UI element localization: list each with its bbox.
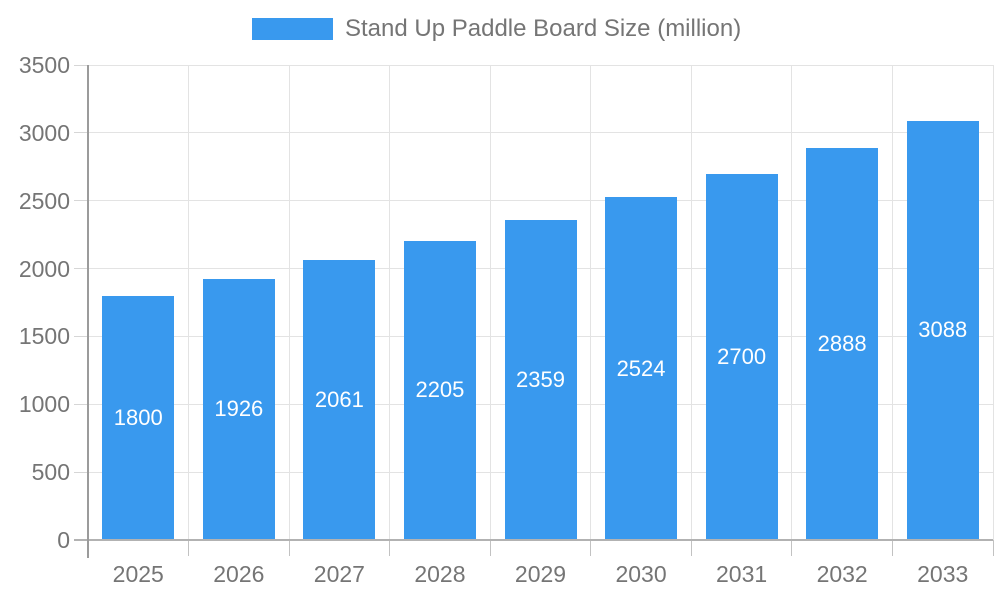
x-tick xyxy=(791,540,793,556)
bar-value-label: 2524 xyxy=(616,355,666,381)
y-axis-label: 1000 xyxy=(18,391,70,418)
x-tick xyxy=(590,540,592,556)
bar-2031 xyxy=(705,173,778,539)
bar-2027 xyxy=(303,260,376,539)
legend-swatch xyxy=(252,18,333,40)
x-gridline xyxy=(489,65,491,540)
y-axis-line xyxy=(87,65,89,558)
y-tick xyxy=(74,471,88,473)
y-tick xyxy=(74,64,88,66)
y-tick xyxy=(74,335,88,337)
y-tick xyxy=(74,268,88,270)
bar-value-label: 1926 xyxy=(214,396,264,422)
y-axis-label: 0 xyxy=(57,527,70,553)
x-gridline xyxy=(891,65,893,540)
x-axis-label: 2029 xyxy=(514,561,567,587)
y-gridline xyxy=(88,200,993,202)
bar-2030 xyxy=(605,197,678,539)
bar-2028 xyxy=(403,240,476,539)
y-tick xyxy=(74,200,88,202)
x-axis-label: 2025 xyxy=(112,561,164,587)
x-tick xyxy=(389,540,391,556)
bar-value-label: 2061 xyxy=(314,387,364,413)
bar-value-label: 2888 xyxy=(817,331,867,357)
bar-2029 xyxy=(504,219,577,539)
x-gridline xyxy=(690,65,692,540)
x-axis-label: 2026 xyxy=(213,561,265,587)
bar-2033 xyxy=(906,120,979,539)
x-tick xyxy=(690,540,692,556)
x-axis-label: 2028 xyxy=(414,561,466,587)
y-axis-label: 2000 xyxy=(18,255,70,282)
x-tick xyxy=(288,540,290,556)
x-gridline xyxy=(791,65,793,540)
bar-2025 xyxy=(102,295,175,539)
x-axis-label: 2033 xyxy=(917,561,969,587)
x-gridline xyxy=(590,65,592,540)
x-tick xyxy=(992,540,994,556)
bar-2026 xyxy=(202,278,275,539)
bar-value-label: 2205 xyxy=(415,377,465,403)
bar-2032 xyxy=(806,148,879,539)
x-gridline xyxy=(389,65,391,540)
y-axis-label: 500 xyxy=(31,459,70,486)
x-gridline xyxy=(992,65,994,540)
y-tick xyxy=(74,403,88,405)
x-gridline xyxy=(188,65,190,540)
bar-value-label: 2359 xyxy=(516,366,565,392)
x-axis-label: 2032 xyxy=(816,561,868,587)
x-axis-label: 2031 xyxy=(716,561,768,587)
legend-item[interactable]: Stand Up Paddle Board Size (million) xyxy=(252,15,742,42)
x-axis-label: 2027 xyxy=(313,561,365,587)
y-gridline xyxy=(88,64,993,66)
x-tick xyxy=(188,540,190,556)
x-axis-line xyxy=(74,539,993,541)
y-gridline xyxy=(88,132,993,134)
x-tick xyxy=(891,540,893,556)
bar-value-label: 3088 xyxy=(918,317,968,343)
x-axis-label: 2030 xyxy=(615,561,667,587)
legend-label: Stand Up Paddle Board Size (million) xyxy=(345,15,742,42)
x-tick xyxy=(489,540,491,556)
y-axis-label: 2500 xyxy=(18,187,70,214)
y-tick xyxy=(74,132,88,134)
y-axis-label: 1500 xyxy=(18,323,70,350)
y-axis-label: 3000 xyxy=(18,119,70,146)
bar-value-label: 1800 xyxy=(113,404,163,430)
bar-value-label: 2700 xyxy=(717,343,767,369)
y-axis-label: 3500 xyxy=(18,52,70,78)
x-gridline xyxy=(288,65,290,540)
